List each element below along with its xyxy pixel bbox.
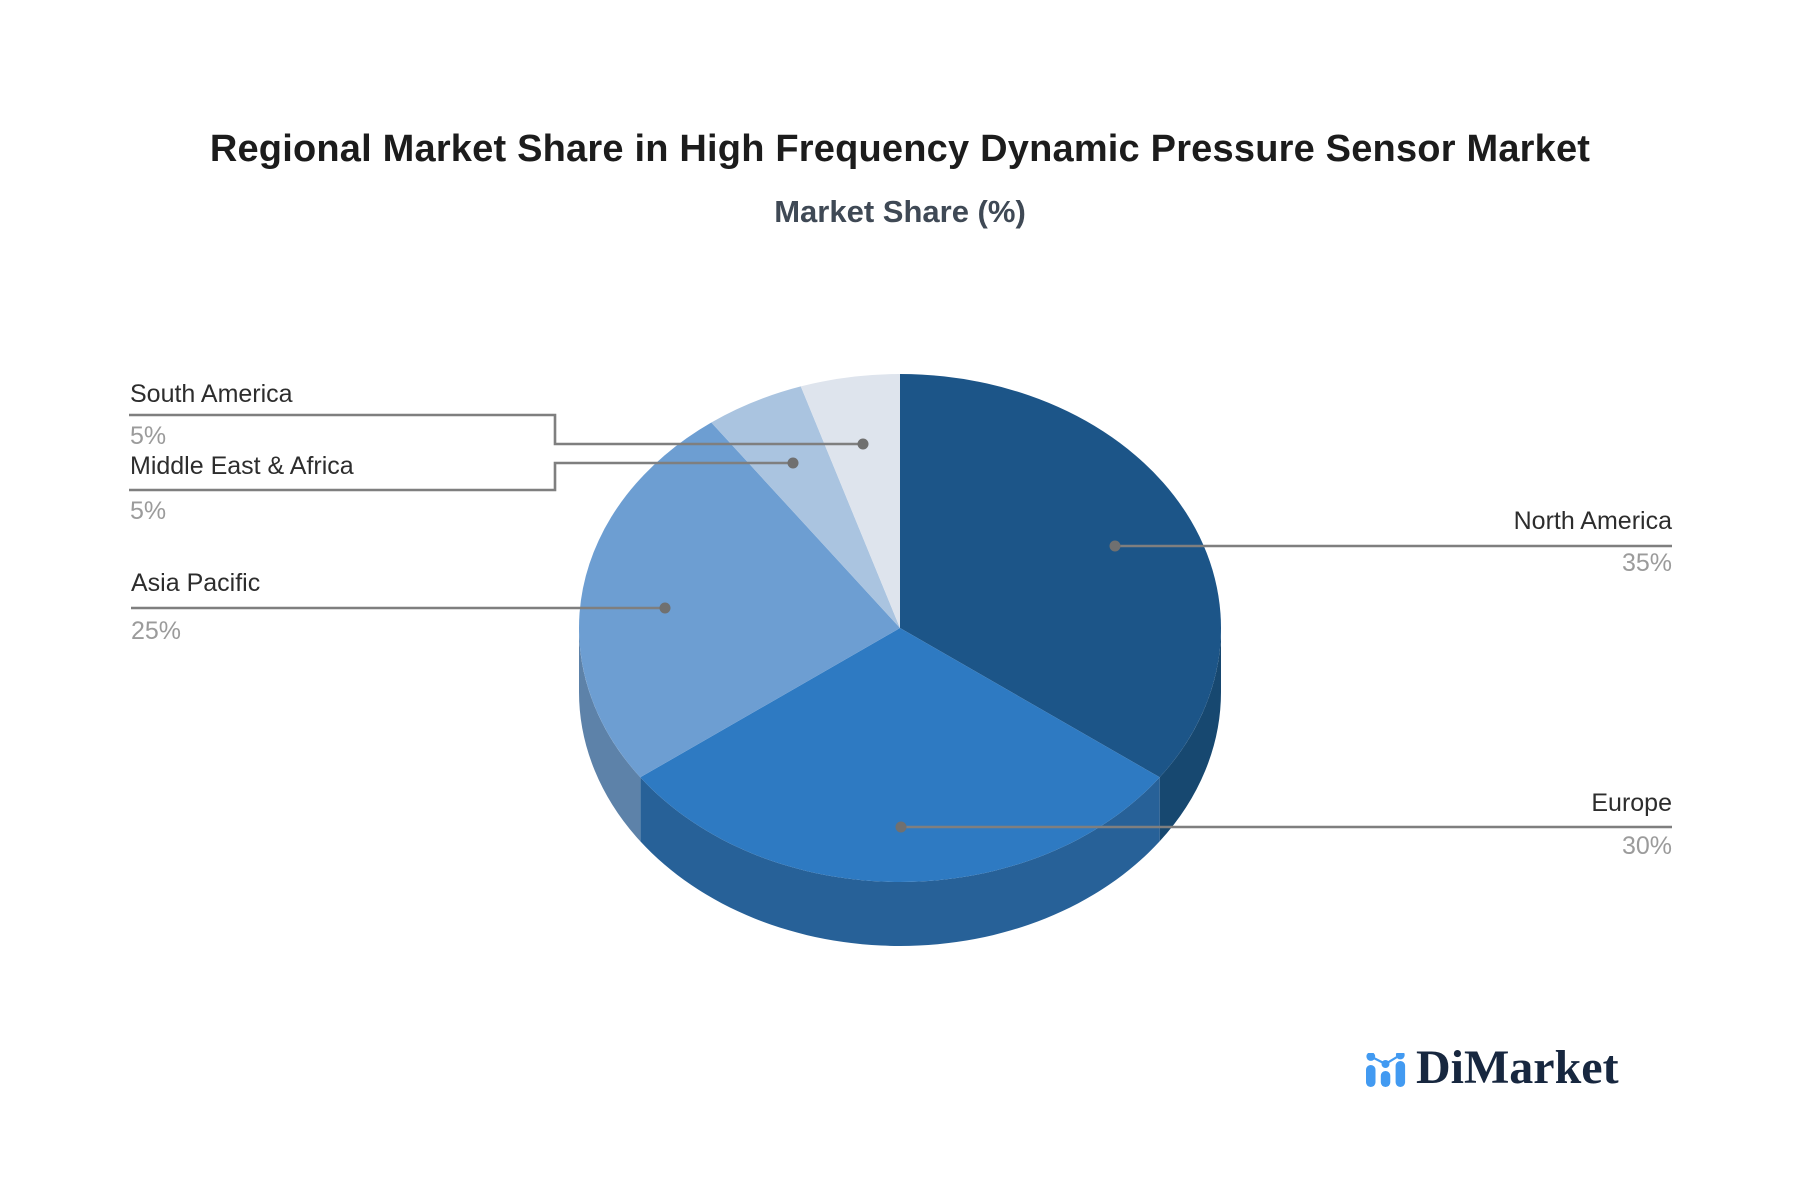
pie-slice-asia-pacific[interactable] [579, 422, 900, 778]
leader-dot-south-america [857, 438, 869, 450]
pie-slice-side-asia-pacific [579, 628, 641, 842]
label-middle-east-africa: Middle East & Africa [130, 452, 354, 480]
leader-dot-middle-east-africa [787, 457, 799, 469]
pie-slice-middle-east-africa[interactable] [711, 386, 900, 628]
label-asia-pacific: Asia Pacific [131, 569, 261, 597]
chart-title: Regional Market Share in High Frequency … [209, 128, 1591, 170]
pct-middle-east-africa: 5% [130, 497, 167, 525]
leader-dot-asia-pacific [659, 602, 671, 614]
bar-chart-with-trendline-icon [1366, 1053, 1406, 1087]
pct-south-america: 5% [130, 422, 167, 450]
pie-slice-north-america[interactable] [900, 374, 1221, 778]
label-europe: Europe [1591, 789, 1672, 817]
leader-line-south-america [129, 413, 863, 446]
brand-name: DiMarket [1416, 1041, 1619, 1094]
pie-slice-side-north-america [1159, 628, 1221, 842]
pct-europe: 30% [1621, 832, 1672, 860]
label-north-america: North America [1513, 507, 1672, 535]
pie-slice-side-europe [640, 777, 1160, 946]
chart-subtitle: Market Share (%) [774, 194, 1026, 229]
leader-line-middle-east-africa [129, 461, 793, 492]
pct-asia-pacific: 25% [131, 617, 182, 645]
pie-slice-south-america[interactable] [800, 374, 900, 628]
leader-dot-north-america [1109, 540, 1121, 552]
pct-north-america: 35% [1621, 549, 1672, 577]
leader-dot-europe [895, 821, 907, 833]
pie-slice-europe[interactable] [640, 628, 1160, 882]
label-south-america: South America [130, 380, 293, 408]
